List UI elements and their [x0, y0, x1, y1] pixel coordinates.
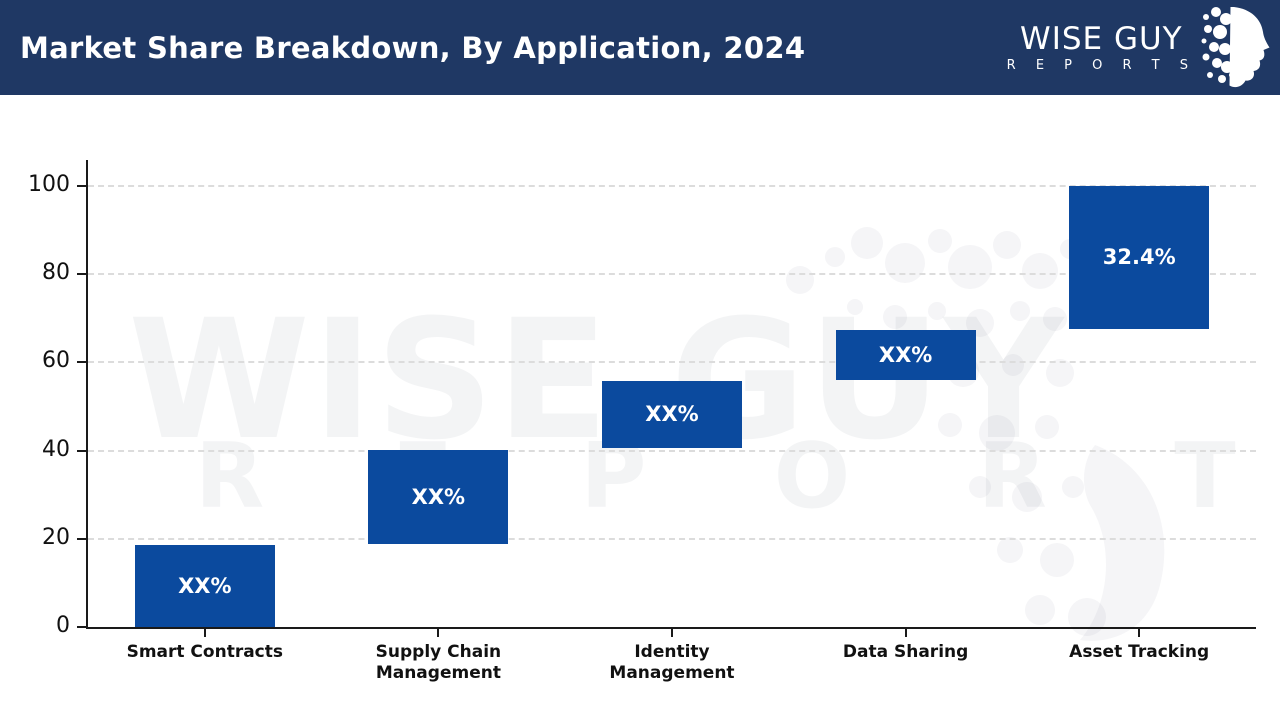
- x-tick-mark: [203, 629, 206, 637]
- gridline-100: [88, 185, 1256, 187]
- y-tick-label: 80: [42, 260, 70, 286]
- bar-3: XX%: [602, 380, 742, 448]
- bar-value-label: XX%: [178, 574, 232, 599]
- y-axis-line: [86, 160, 88, 629]
- y-tick-mark: [77, 537, 86, 540]
- logo-text: WISE GUY R E P O R T S: [1007, 23, 1196, 74]
- x-axis-line: [86, 627, 1256, 629]
- y-tick-mark: [77, 273, 86, 276]
- x-tick-mark: [1138, 629, 1141, 637]
- header-bar: Market Share Breakdown, By Application, …: [0, 0, 1280, 95]
- y-tick-label: 60: [42, 348, 70, 374]
- logo-head-icon: [1201, 7, 1270, 88]
- x-category-label: Supply Chain Management: [375, 642, 502, 684]
- page-title: Market Share Breakdown, By Application, …: [20, 30, 806, 65]
- plot-area: 0 20 40 60 80 100 XX% Smart Contracts XX% Supply …: [0, 95, 1280, 720]
- x-tick-mark: [437, 629, 440, 637]
- x-tick-mark: [904, 629, 907, 637]
- bar-2: XX%: [368, 449, 509, 545]
- gridline-40: [88, 449, 1256, 452]
- y-tick-label: 0: [56, 613, 70, 638]
- logo-wordmark: WISE GUY: [1020, 20, 1183, 57]
- x-category-label: Smart Contracts: [126, 642, 283, 662]
- bar-5: 32.4%: [1069, 186, 1210, 329]
- bar-value-label: XX%: [411, 484, 466, 509]
- y-tick-mark: [77, 626, 86, 628]
- wise-guy-logo: WISE GUY R E P O R T S: [1007, 4, 1272, 92]
- y-tick-label: 40: [42, 436, 70, 462]
- y-tick-label: 20: [42, 524, 70, 550]
- y-tick-mark: [77, 449, 86, 452]
- watermark-head-pattern: [786, 227, 1165, 641]
- bar-value-label: XX%: [878, 342, 933, 367]
- x-category-label: Data Sharing: [842, 642, 969, 662]
- gridline-60: [88, 361, 1256, 364]
- gridline-20: [88, 537, 1256, 540]
- logo-subtitle: R E P O R T S: [1006, 58, 1196, 74]
- bar-value-label: 32.4%: [1102, 245, 1176, 270]
- gridline-80: [88, 273, 1256, 276]
- y-tick-label: 100: [28, 172, 70, 197]
- y-tick-mark: [77, 361, 86, 364]
- bar-value-label: XX%: [645, 402, 699, 427]
- x-category-label: Asset Tracking: [1069, 642, 1210, 662]
- bar-1: XX%: [134, 545, 275, 627]
- x-tick-mark: [671, 629, 673, 637]
- x-category-label: Identity Management: [609, 642, 735, 684]
- y-tick-mark: [77, 185, 86, 187]
- bar-4: XX%: [835, 329, 976, 381]
